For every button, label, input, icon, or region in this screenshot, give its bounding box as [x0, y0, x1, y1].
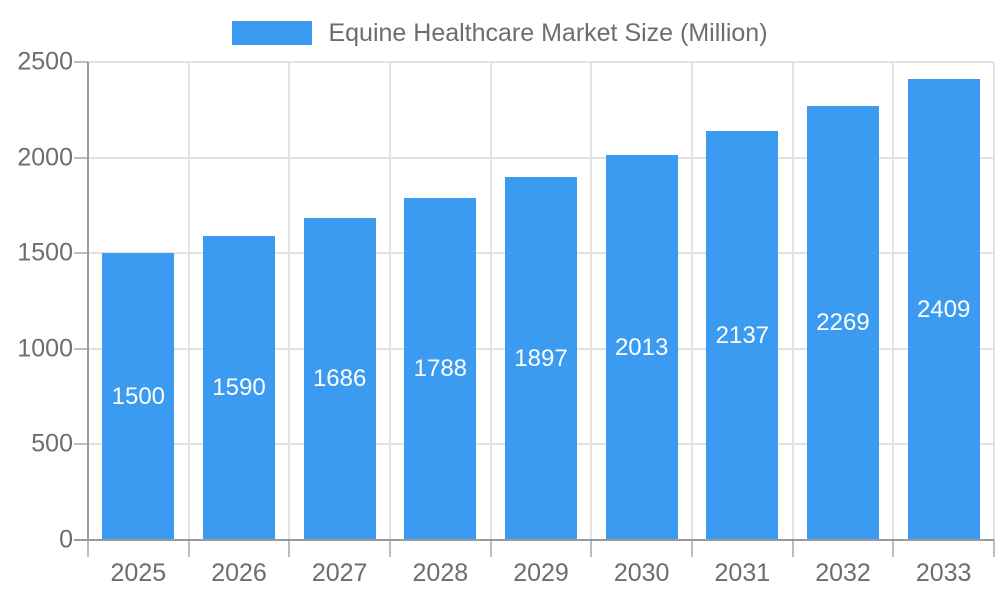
y-axis-tick-label: 1000: [17, 334, 73, 363]
bar-value-label: 2137: [715, 321, 770, 349]
x-gridline: [892, 62, 895, 540]
bar-value-label: 1590: [212, 373, 266, 401]
bar[interactable]: [908, 79, 980, 540]
bar-value-label: 1500: [111, 382, 166, 410]
y-axis-tick-label: 0: [59, 525, 73, 554]
x-axis-tick-label: 2033: [915, 559, 972, 587]
bar-value-label: 1788: [413, 355, 468, 383]
y-axis-tick: [74, 61, 88, 63]
chart-legend[interactable]: Equine Healthcare Market Size (Million): [0, 18, 1000, 48]
x-axis-tick: [489, 540, 492, 557]
y-axis-tick-label: 2000: [17, 143, 73, 172]
bar[interactable]: [807, 106, 879, 540]
x-axis-tick: [993, 540, 995, 557]
legend-swatch-icon: [232, 21, 313, 45]
x-gridline: [489, 62, 492, 540]
x-gridline: [590, 62, 593, 540]
y-gridline: [88, 156, 994, 159]
x-axis-tick-label: 2028: [412, 559, 469, 587]
x-gridline: [993, 62, 995, 540]
x-axis-tick: [187, 540, 190, 557]
x-axis-tick-label: 2026: [211, 559, 267, 587]
bar[interactable]: [203, 235, 275, 540]
bar-value-label: 2409: [916, 295, 971, 323]
x-gridline: [691, 62, 693, 540]
bar[interactable]: [102, 253, 174, 540]
bar[interactable]: [404, 198, 476, 540]
y-axis-tick: [74, 443, 88, 446]
x-gridline: [288, 62, 291, 540]
y-axis-tick: [74, 156, 88, 159]
x-gridline: [791, 62, 794, 540]
x-axis-tick: [590, 540, 593, 557]
legend-label: Equine Healthcare Market Size (Million): [328, 19, 768, 47]
bar[interactable]: [304, 217, 376, 540]
x-axis-tick: [288, 540, 291, 557]
x-gridline: [187, 62, 190, 540]
x-gridline: [389, 62, 391, 540]
x-axis-tick-label: 2032: [815, 559, 871, 587]
x-axis-line: [74, 539, 994, 541]
x-axis-tick-label: 2027: [311, 559, 368, 587]
y-axis-tick: [74, 347, 88, 350]
bar[interactable]: [606, 155, 678, 540]
bar[interactable]: [706, 131, 778, 540]
x-axis-tick-label: 2029: [513, 559, 569, 587]
x-axis-tick: [791, 540, 794, 557]
bar-value-label: 2013: [614, 333, 669, 361]
x-axis-tick: [87, 540, 89, 557]
bar-value-label: 1897: [514, 344, 568, 372]
y-gridline: [88, 61, 994, 63]
bar[interactable]: [505, 177, 577, 540]
x-axis-tick: [691, 540, 693, 557]
bar-value-label: 2269: [816, 309, 870, 337]
x-axis-tick: [389, 540, 391, 557]
x-axis-tick-label: 2031: [714, 559, 771, 587]
x-axis-tick: [892, 540, 895, 557]
y-axis-tick-label: 1500: [17, 238, 73, 267]
y-axis-tick: [74, 252, 88, 255]
x-axis-tick-label: 2030: [613, 559, 670, 587]
y-axis-line: [87, 62, 89, 540]
y-axis-tick-label: 500: [31, 429, 73, 458]
bar-value-label: 1686: [312, 364, 367, 392]
x-axis-tick-label: 2025: [110, 559, 167, 587]
y-axis-tick-label: 2500: [17, 47, 73, 76]
